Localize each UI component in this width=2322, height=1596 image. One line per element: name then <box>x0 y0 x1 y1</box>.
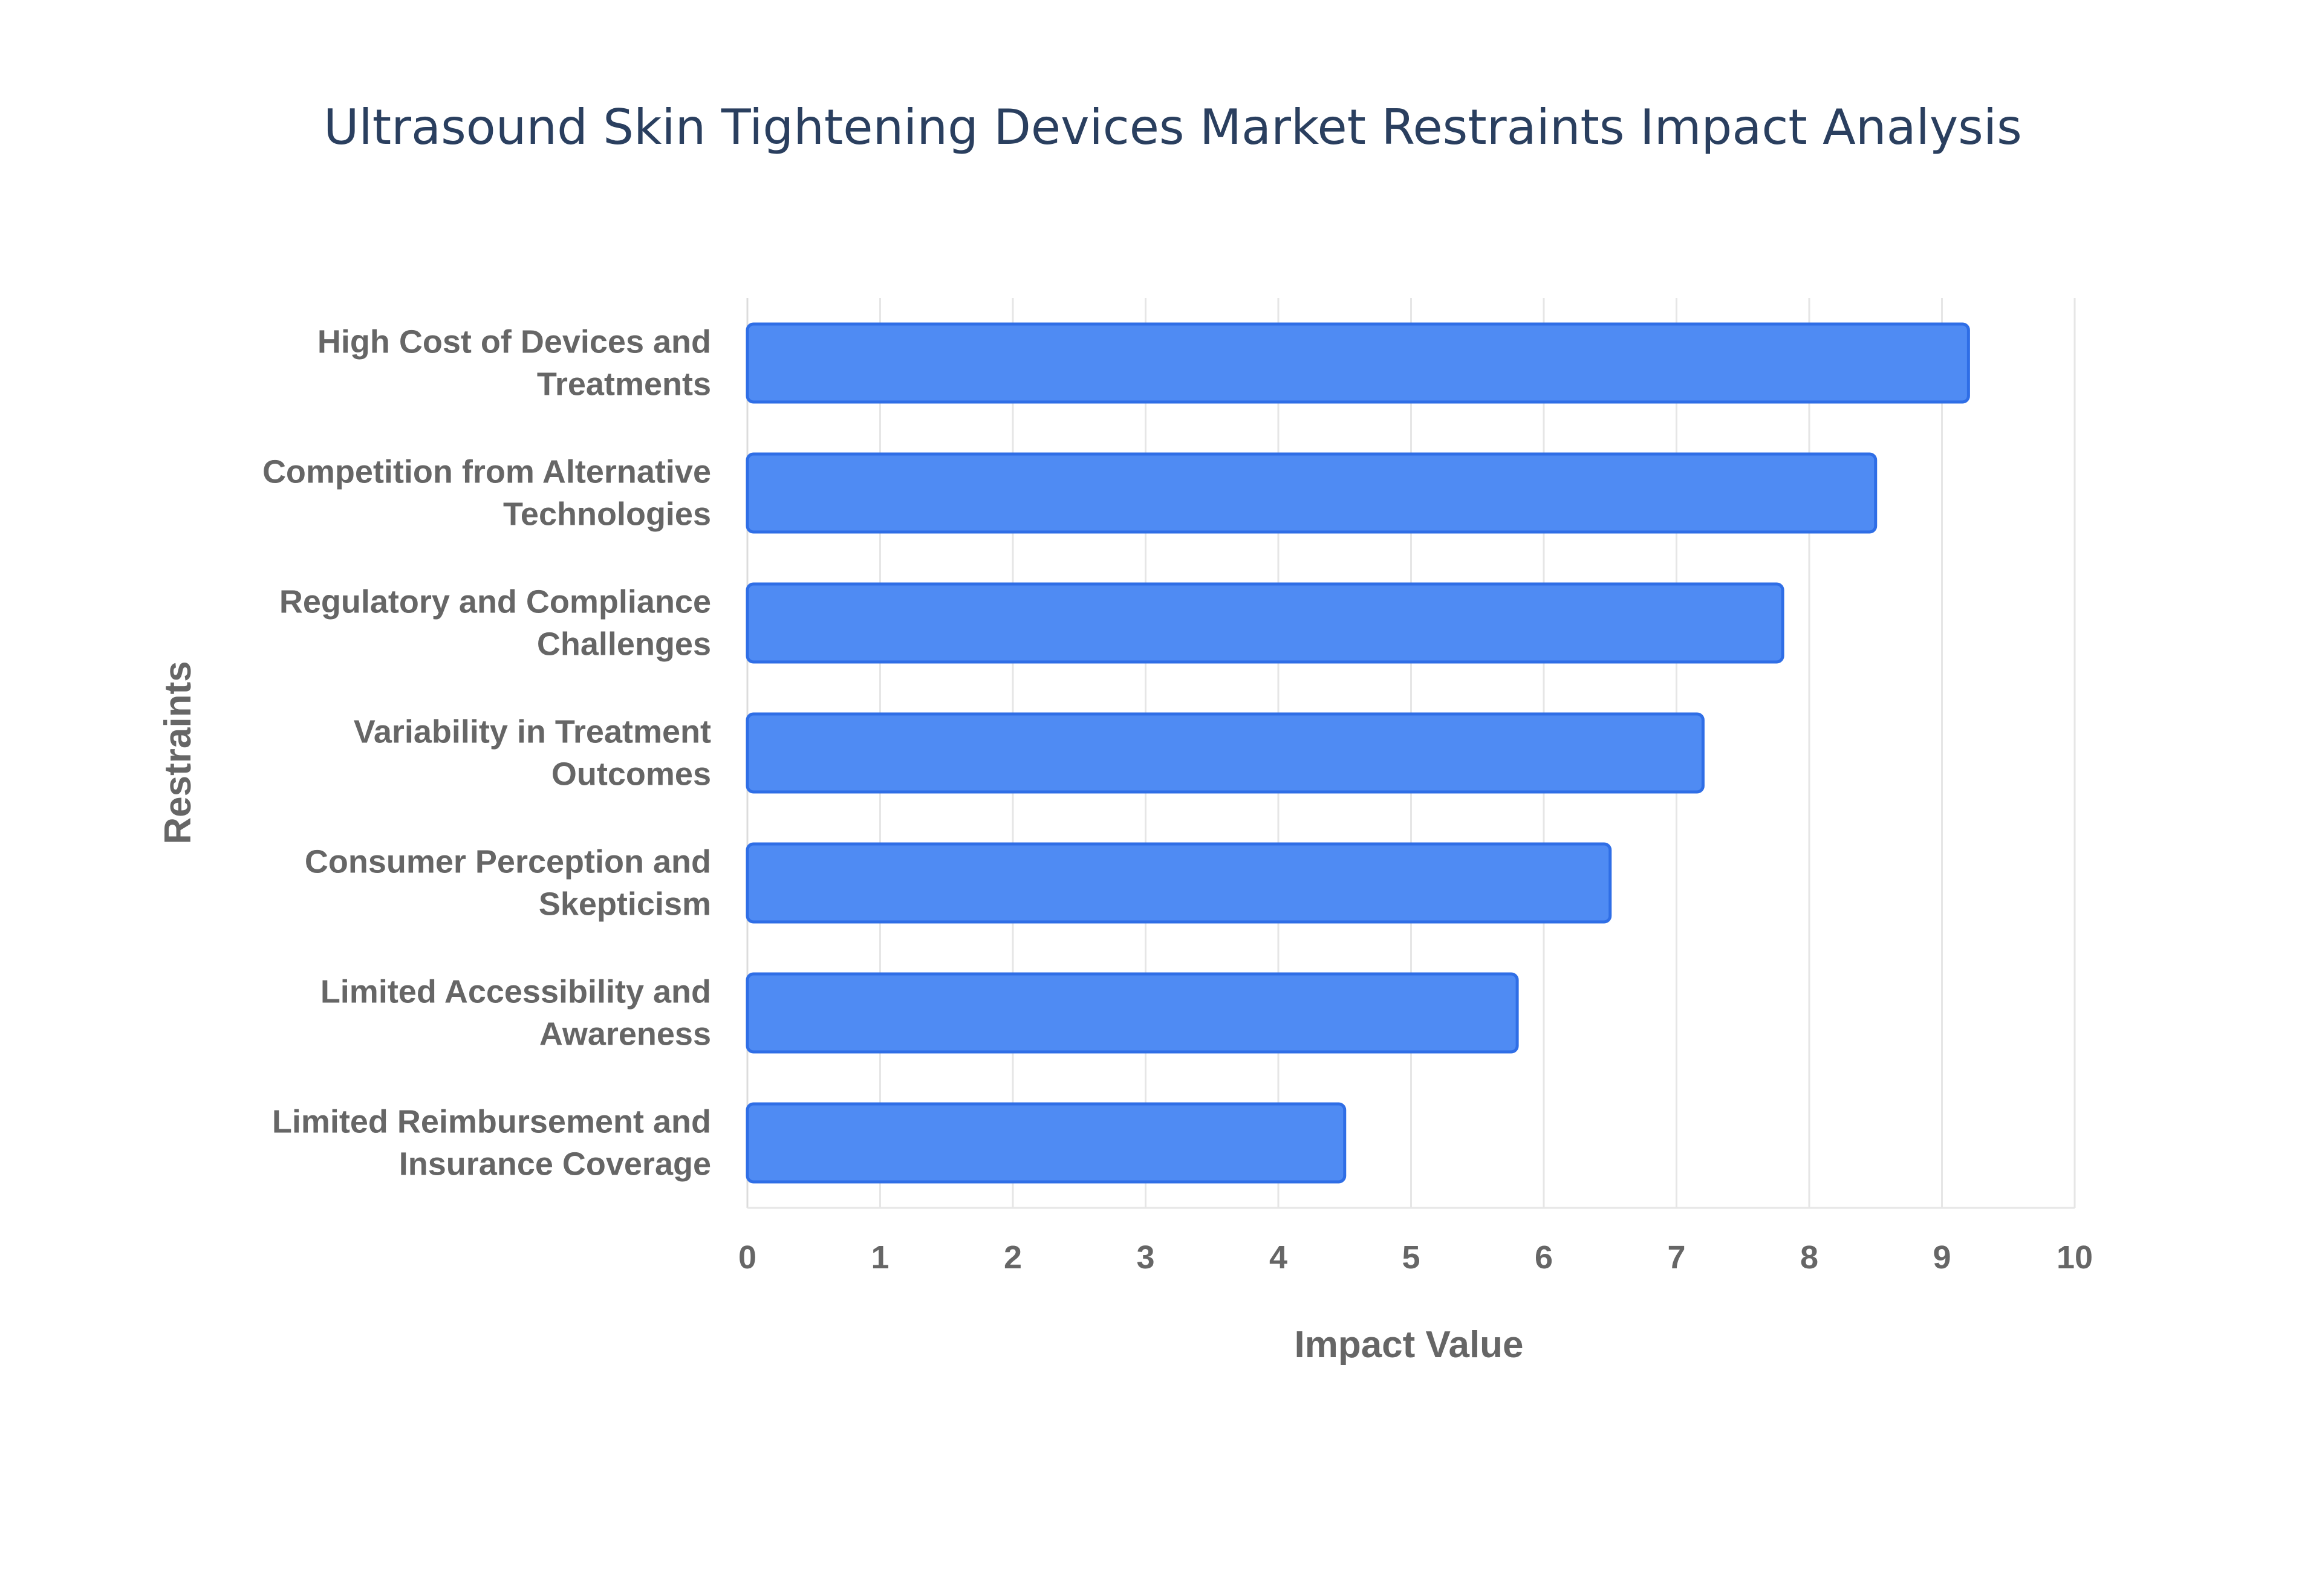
category-label-line: Limited Reimbursement and <box>272 1104 711 1140</box>
bar[interactable] <box>746 972 1519 1054</box>
bar[interactable] <box>746 712 1705 794</box>
category-label-line: Technologies <box>503 496 711 533</box>
x-tick-label: 4 <box>1269 1239 1287 1276</box>
category-label-line: Insurance Coverage <box>399 1146 711 1182</box>
x-tick-label: 9 <box>1933 1239 1951 1276</box>
x-tick-label: 6 <box>1535 1239 1553 1276</box>
category-label: Consumer Perception and Skepticism <box>305 844 711 923</box>
category-label: Competition from Alternative Technologies <box>262 454 711 533</box>
x-tick-label: 1 <box>871 1239 889 1276</box>
y-axis-title: Restraints <box>157 661 199 844</box>
category-label: Variability in Treatment Outcomes <box>354 714 711 793</box>
category-label: Limited Reimbursement and Insurance Cover… <box>272 1104 711 1182</box>
bar[interactable] <box>746 322 1970 404</box>
x-tick-label: 2 <box>1004 1239 1022 1276</box>
x-tick-label: 3 <box>1136 1239 1154 1276</box>
category-label-line: Regulatory and Compliance <box>279 584 711 620</box>
category-label-line: High Cost of Devices and <box>317 324 711 360</box>
x-tick-label: 8 <box>1800 1239 1818 1276</box>
bar[interactable] <box>746 452 1878 534</box>
category-label-line: Limited Accessibility and <box>320 974 711 1010</box>
bar[interactable] <box>746 1102 1347 1184</box>
category-label-line: Skepticism <box>539 886 711 923</box>
category-label-line: Consumer Perception and <box>305 844 711 880</box>
category-label-line: Treatments <box>537 366 711 403</box>
bar[interactable] <box>746 582 1784 664</box>
chart-title: Ultrasound Skin Tightening Devices Marke… <box>324 99 2022 155</box>
category-label-line: Variability in Treatment <box>354 714 711 750</box>
x-tick-labels: 0 1 2 3 4 5 6 7 8 9 10 <box>738 1239 2093 1276</box>
bars <box>746 322 1970 1184</box>
category-label-line: Outcomes <box>551 756 711 793</box>
category-label: Regulatory and Compliance Challenges <box>279 584 711 663</box>
category-label-line: Awareness <box>539 1016 711 1053</box>
bar[interactable] <box>746 842 1612 924</box>
category-label: High Cost of Devices and Treatments <box>317 324 711 403</box>
x-tick-label: 0 <box>738 1239 756 1276</box>
x-tick-label: 5 <box>1402 1239 1420 1276</box>
x-tick-label: 7 <box>1667 1239 1685 1276</box>
category-label-line: Competition from Alternative <box>262 454 711 490</box>
category-label: Limited Accessibility and Awareness <box>320 974 711 1053</box>
category-label-line: Challenges <box>537 626 711 663</box>
category-labels: High Cost of Devices and Treatments Compet… <box>262 324 711 1182</box>
x-tick-label: 10 <box>2057 1239 2093 1276</box>
x-axis-title: Impact Value <box>1294 1324 1523 1366</box>
